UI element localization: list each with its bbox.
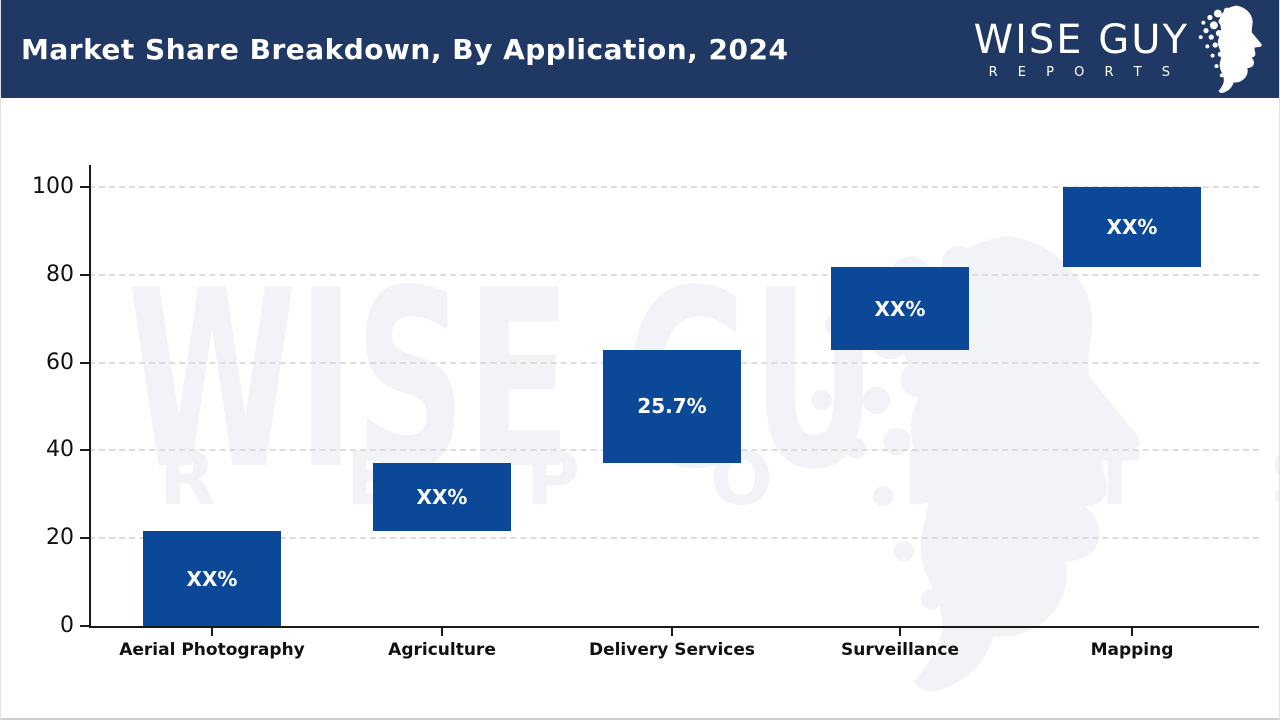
bar-value-label: XX%: [416, 484, 468, 509]
x-axis-tick: [671, 628, 673, 636]
gridline: [89, 537, 1259, 540]
x-axis-tick: [441, 628, 443, 636]
x-axis-tick: [1131, 628, 1133, 636]
brand-logo-name: WISE GUY: [973, 16, 1189, 63]
bar-value-label: 25.7%: [637, 394, 707, 419]
x-axis-category-label: Surveillance: [840, 640, 959, 660]
brand-logo-text: WISE GUY R E P O R T S: [974, 20, 1189, 79]
bar-value-label: XX%: [1106, 215, 1158, 240]
gridline: [89, 186, 1259, 188]
watermark-dot-head-logo: [811, 235, 1140, 692]
y-axis-tick: [80, 625, 89, 627]
brand-logo-subname: R E P O R T S: [988, 64, 1178, 80]
bar-value-label: XX%: [186, 566, 238, 591]
brand-logo-dot-head-icon: [1198, 5, 1262, 94]
y-axis-tick-label: 0: [60, 613, 74, 638]
y-axis-tick-label: 40: [46, 437, 74, 463]
y-axis-tick: [80, 537, 89, 540]
x-axis-category-label: Delivery Services: [588, 640, 756, 660]
x-axis-line: [89, 626, 1259, 628]
brand-logo: WISE GUY R E P O R T S: [974, 3, 1267, 95]
y-axis-line: [89, 165, 91, 628]
page-title: Market Share Breakdown, By Application, …: [21, 32, 789, 66]
x-axis-category-label: Mapping: [1090, 640, 1174, 660]
y-axis-tick-label: 60: [46, 349, 74, 375]
bar-segment: 25.7%: [603, 349, 741, 463]
x-axis-category-label: Aerial Photography: [119, 640, 305, 660]
y-axis-tick: [80, 186, 89, 188]
bar-segment: XX%: [1063, 187, 1201, 268]
header-bar: Market Share Breakdown, By Application, …: [1, 0, 1279, 98]
y-axis-tick-label: 100: [32, 174, 74, 199]
x-axis-tick: [211, 628, 213, 636]
x-axis-tick: [899, 628, 901, 636]
y-axis-tick: [80, 361, 89, 364]
y-axis-tick-label: 20: [46, 525, 74, 551]
x-axis-category-label: Agriculture: [388, 640, 496, 660]
bar-segment: XX%: [373, 462, 511, 532]
bar-segment: XX%: [143, 531, 281, 626]
gridline: [89, 273, 1259, 276]
y-axis-tick: [80, 449, 89, 452]
bar-value-label: XX%: [874, 296, 926, 321]
y-axis-tick: [80, 273, 89, 276]
y-axis-tick-label: 80: [46, 261, 74, 287]
bar-segment: XX%: [831, 267, 969, 350]
